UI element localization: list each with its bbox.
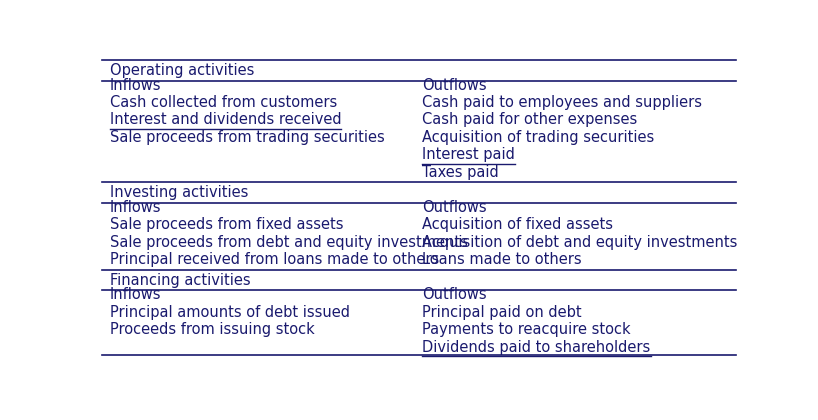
Text: Acquisition of trading securities: Acquisition of trading securities [422, 130, 654, 145]
Text: Sale proceeds from trading securities: Sale proceeds from trading securities [110, 130, 384, 145]
Text: Principal amounts of debt issued: Principal amounts of debt issued [110, 304, 350, 320]
Text: Cash paid for other expenses: Cash paid for other expenses [422, 113, 638, 128]
Text: Sale proceeds from fixed assets: Sale proceeds from fixed assets [110, 217, 344, 232]
Text: Interest and dividends received: Interest and dividends received [110, 113, 341, 128]
Text: Outflows: Outflows [422, 287, 487, 302]
Text: Inflows: Inflows [110, 287, 161, 302]
Text: Operating activities: Operating activities [110, 63, 254, 78]
Text: Dividends paid to shareholders: Dividends paid to shareholders [422, 339, 650, 354]
Text: Cash paid to employees and suppliers: Cash paid to employees and suppliers [422, 95, 703, 110]
Text: Outflows: Outflows [422, 200, 487, 215]
Text: Principal received from loans made to others: Principal received from loans made to ot… [110, 252, 439, 267]
Text: Acquisition of fixed assets: Acquisition of fixed assets [422, 217, 614, 232]
Text: Sale proceeds from debt and equity investments: Sale proceeds from debt and equity inves… [110, 235, 468, 250]
Text: Investing activities: Investing activities [110, 186, 248, 200]
Text: Financing activities: Financing activities [110, 273, 250, 288]
Text: Cash collected from customers: Cash collected from customers [110, 95, 337, 110]
Text: Inflows: Inflows [110, 200, 161, 215]
Text: Taxes paid: Taxes paid [422, 165, 499, 180]
Text: Proceeds from issuing stock: Proceeds from issuing stock [110, 322, 315, 337]
Text: Loans made to others: Loans made to others [422, 252, 582, 267]
Text: Principal paid on debt: Principal paid on debt [422, 304, 582, 320]
Text: Payments to reacquire stock: Payments to reacquire stock [422, 322, 631, 337]
Text: Interest paid: Interest paid [422, 147, 515, 163]
Text: Outflows: Outflows [422, 78, 487, 92]
Text: Acquisition of debt and equity investments: Acquisition of debt and equity investmen… [422, 235, 738, 250]
Text: Inflows: Inflows [110, 78, 161, 92]
